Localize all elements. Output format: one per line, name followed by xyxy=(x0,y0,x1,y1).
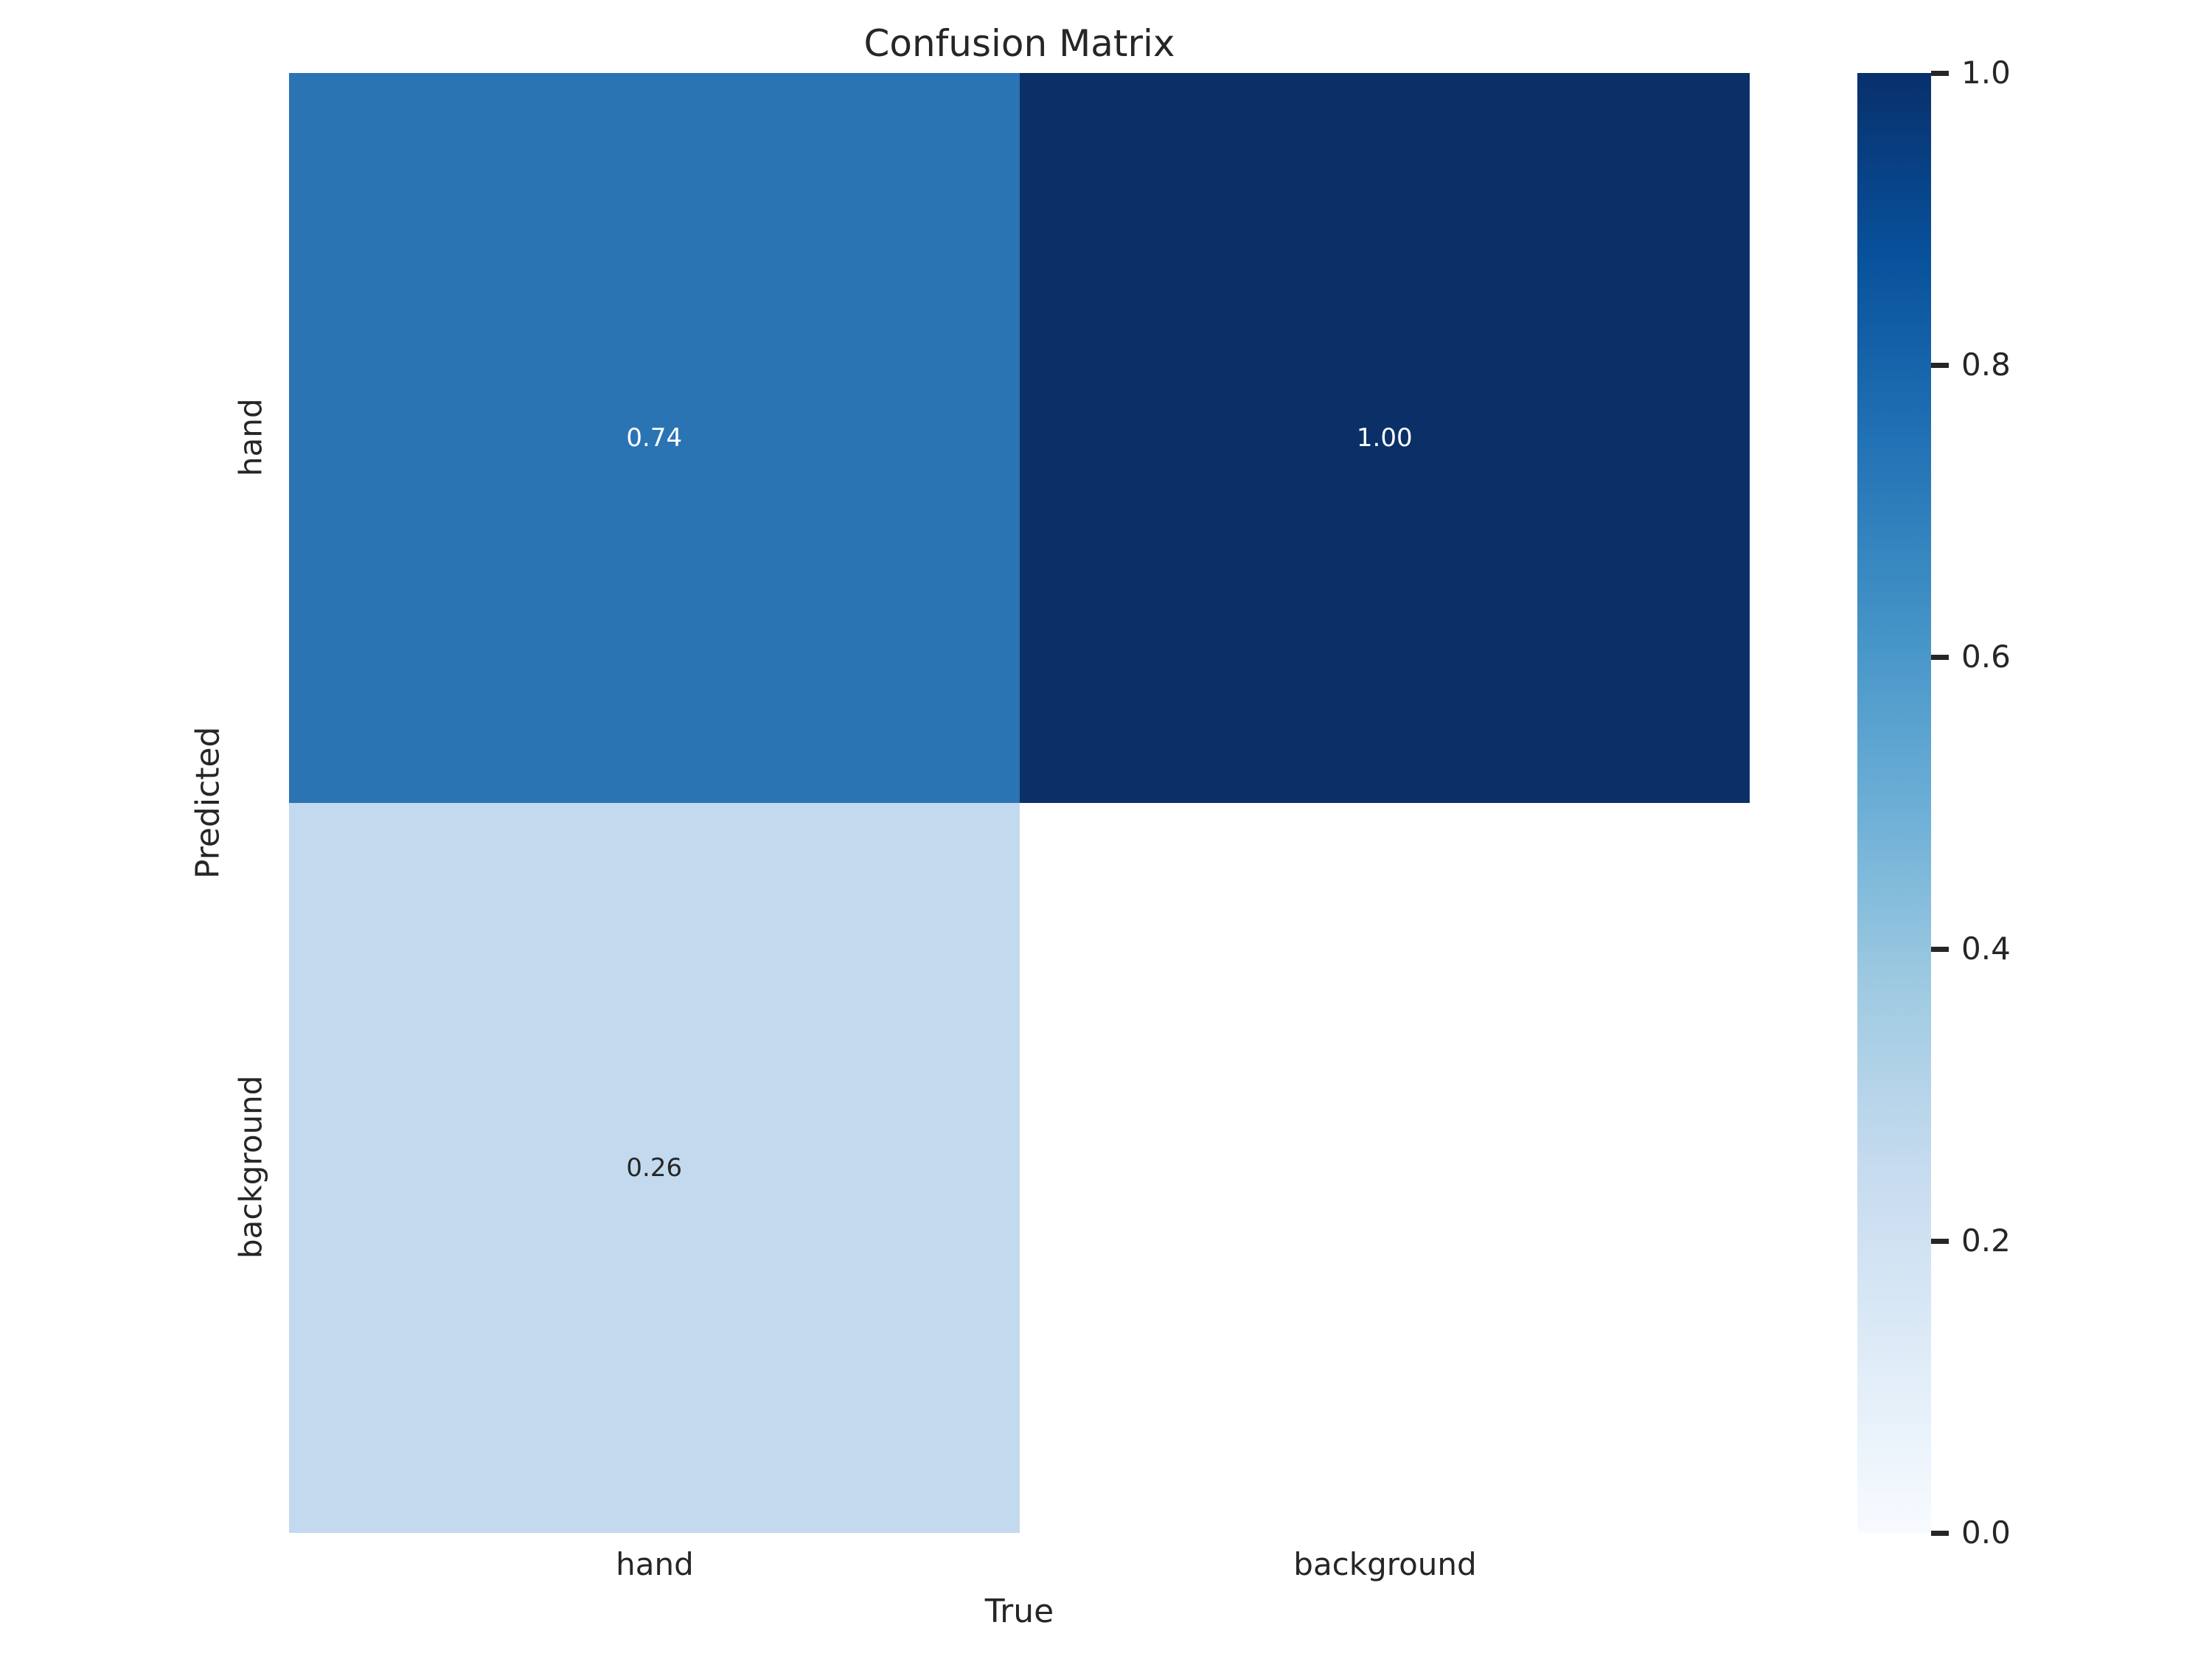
colorbar-tick-mark xyxy=(1931,1531,1949,1536)
y-axis-tick-hand: hand xyxy=(232,398,269,477)
chart-title: Confusion Matrix xyxy=(863,22,1175,65)
heatmap-cell-hand-hand: 0.74 xyxy=(289,73,1020,803)
cell-value-label: 1.00 xyxy=(1356,423,1413,453)
cell-value-label: 0.26 xyxy=(626,1153,683,1183)
colorbar-tick-label: 0.4 xyxy=(1961,931,2011,967)
colorbar-tick-label: 0.2 xyxy=(1961,1222,2011,1259)
colorbar-tick-label: 0.0 xyxy=(1961,1514,2011,1551)
x-axis-label: True xyxy=(984,1593,1054,1630)
colorbar-tick-label: 0.6 xyxy=(1961,639,2011,675)
colorbar-tick-mark xyxy=(1931,1239,1949,1244)
heatmap-cell-hand-background: 1.00 xyxy=(1019,73,1750,803)
y-axis-tick-background: background xyxy=(232,1075,269,1259)
x-axis-tick-background: background xyxy=(1293,1546,1477,1582)
colorbar-tick-mark xyxy=(1931,655,1949,660)
cell-value-label: 0.74 xyxy=(626,423,683,453)
colorbar-tick-mark xyxy=(1931,363,1949,368)
heatmap-cell-background-background xyxy=(1019,803,1750,1533)
colorbar-tick-mark xyxy=(1931,947,1949,952)
colorbar-tick-mark xyxy=(1931,71,1949,76)
y-axis-label: Predicted xyxy=(189,726,227,880)
colorbar-tick-label: 0.8 xyxy=(1961,347,2011,383)
colorbar-tick-label: 1.0 xyxy=(1961,55,2011,91)
x-axis-tick-hand: hand xyxy=(616,1546,694,1582)
heatmap-cell-background-hand: 0.26 xyxy=(289,803,1020,1533)
colorbar-gradient xyxy=(1857,73,1931,1533)
heatmap: 0.74 1.00 0.26 xyxy=(289,73,1750,1533)
